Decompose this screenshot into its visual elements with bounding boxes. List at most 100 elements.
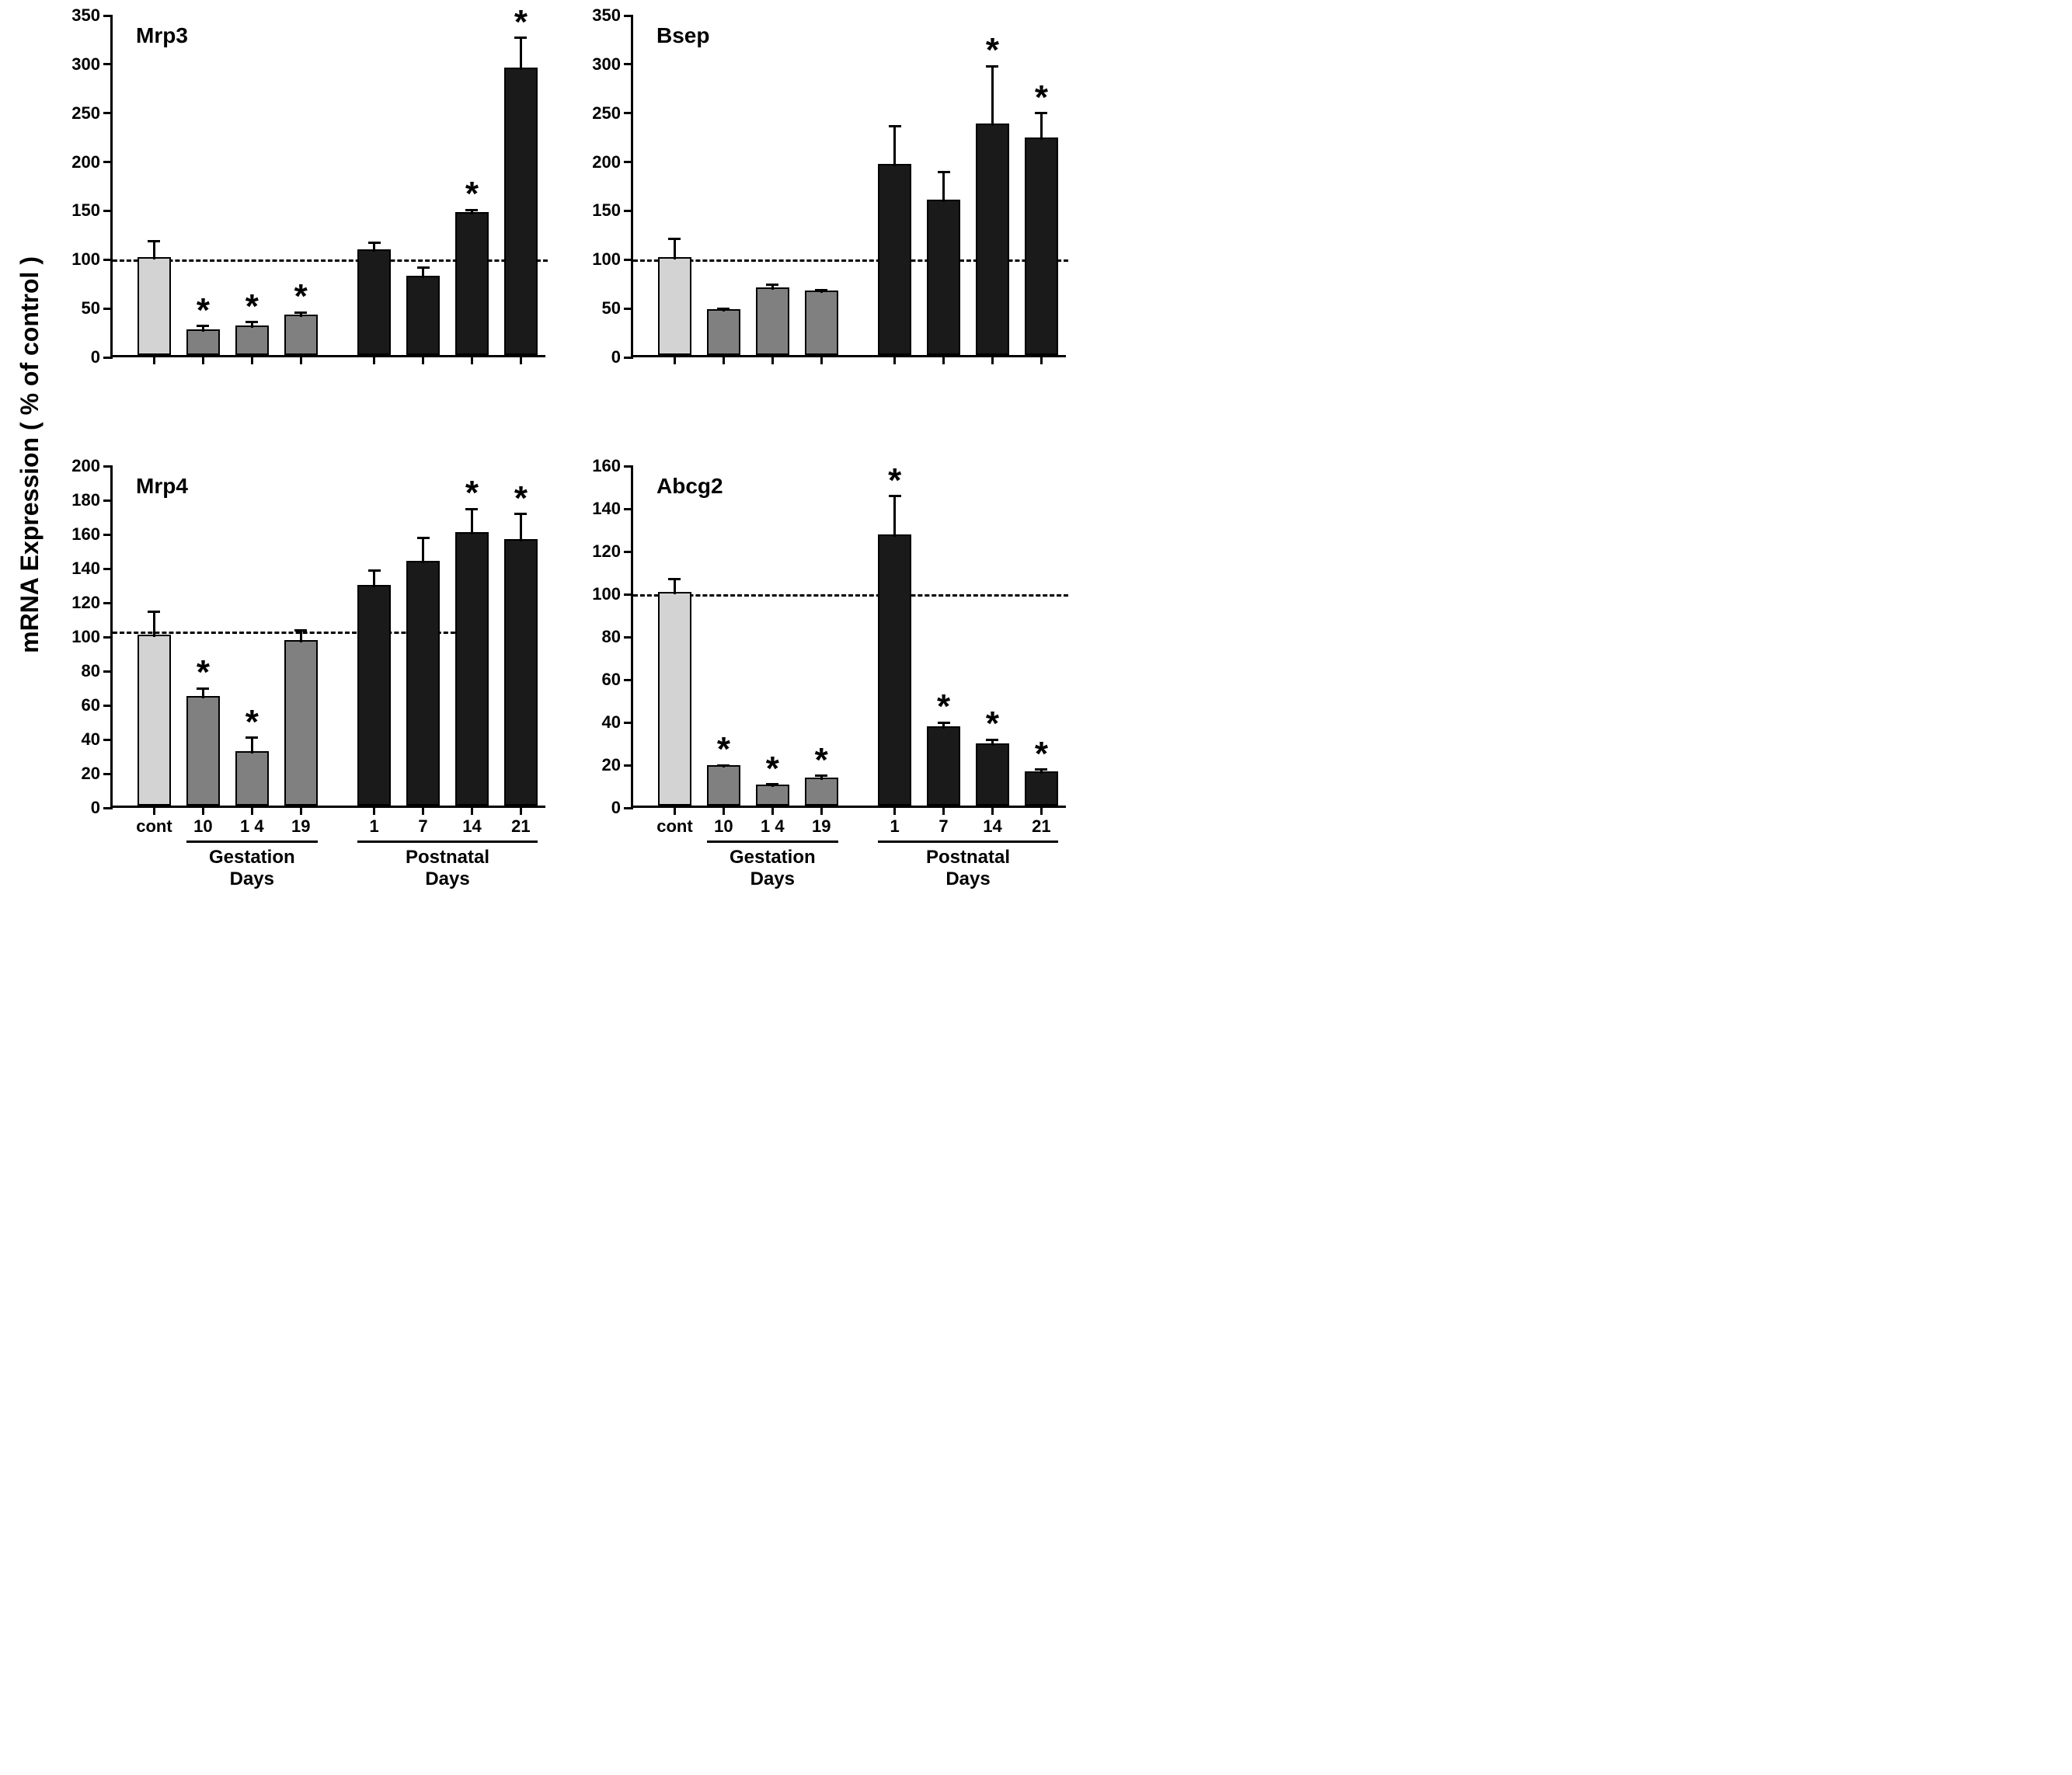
error-bar-cap [148, 240, 160, 242]
panel-title: Abcg2 [656, 474, 723, 499]
y-tick-label: 140 [592, 499, 633, 519]
significance-marker: * [1035, 737, 1048, 771]
x-tick [674, 355, 676, 364]
panels-grid: 050100150200250300350*****Mrp30501001502… [56, 16, 1066, 893]
bar [138, 257, 171, 355]
bar [235, 751, 269, 806]
y-tick-label: 350 [592, 5, 633, 26]
significance-marker: * [888, 464, 901, 498]
x-tick [153, 355, 155, 364]
y-tick-label: 100 [592, 584, 633, 604]
error-bar [373, 570, 375, 587]
y-tick-label: 40 [82, 729, 113, 750]
group-underline [186, 841, 318, 843]
y-tick-label: 0 [611, 347, 633, 367]
bar [186, 696, 220, 806]
significance-marker: * [514, 482, 528, 516]
bar [927, 200, 960, 355]
y-tick-label: 160 [592, 456, 633, 476]
bar [927, 726, 960, 806]
y-tick-label: 20 [602, 755, 633, 775]
x-tick-label: cont [656, 806, 692, 837]
bar [878, 534, 911, 806]
x-tick-label: 7 [418, 806, 427, 837]
y-tick-label: 300 [71, 54, 113, 75]
y-tick-label: 200 [592, 152, 633, 172]
y-tick-label: 0 [611, 798, 633, 818]
group-underline [707, 841, 838, 843]
bar [976, 124, 1009, 355]
significance-marker: * [986, 707, 999, 741]
group-label: PostnatalDays [406, 847, 489, 889]
error-bar-cap [717, 308, 730, 310]
error-bar-cap [668, 578, 681, 580]
bar [707, 309, 740, 355]
x-tick [723, 355, 725, 364]
error-bar [893, 126, 896, 166]
x-tick [471, 355, 473, 364]
significance-marker: * [294, 280, 308, 314]
y-tick-label: 0 [91, 347, 113, 367]
y-tick-label: 100 [71, 249, 113, 270]
significance-marker: * [246, 290, 259, 324]
bar [658, 257, 691, 355]
x-tick-label: 1 [890, 806, 900, 837]
y-tick-label: 80 [602, 627, 633, 647]
error-bar [1040, 113, 1043, 140]
panel-title: Bsep [656, 23, 709, 48]
group-underline [357, 841, 538, 843]
x-tick [991, 355, 994, 364]
bar [455, 532, 489, 806]
bar [1025, 137, 1058, 355]
bar [186, 329, 220, 355]
x-tick [300, 355, 302, 364]
panel-title: Mrp3 [136, 23, 188, 48]
x-tick-label: 21 [511, 806, 530, 837]
bar [1025, 771, 1058, 806]
figure: mRNA Expression ( % of control ) 0501001… [16, 16, 2056, 893]
error-bar-cap [368, 569, 381, 572]
error-bar [942, 172, 945, 202]
x-tick [520, 355, 522, 364]
x-tick-label: 10 [714, 806, 733, 837]
y-tick-label: 300 [592, 54, 633, 75]
significance-marker: * [766, 752, 779, 786]
panel-mrp4: 020406080100120140160180200cont*10*1 419… [56, 466, 545, 893]
chart-area: 050100150200250300350**Bsep [631, 16, 1066, 357]
bar [235, 325, 269, 355]
bar [504, 68, 538, 355]
error-bar [471, 509, 473, 534]
error-bar-cap [668, 238, 681, 240]
error-bar [520, 38, 522, 70]
y-tick-label: 180 [71, 490, 113, 510]
y-tick-label: 0 [91, 798, 113, 818]
x-tick [820, 355, 823, 364]
y-tick-label: 120 [592, 541, 633, 562]
x-tick-label: 1 4 [761, 806, 785, 837]
x-tick-label: 10 [193, 806, 212, 837]
x-tick [771, 355, 774, 364]
group-label: GestationDays [209, 847, 295, 889]
error-bar [300, 630, 302, 642]
error-bar-cap [294, 629, 307, 632]
bar [138, 635, 171, 806]
significance-marker: * [717, 733, 730, 767]
bar [357, 585, 391, 806]
error-bar [373, 243, 375, 252]
x-tick-label: 14 [983, 806, 1001, 837]
y-tick-label: 20 [82, 764, 113, 784]
error-bar [153, 611, 155, 637]
x-tick-label: 19 [291, 806, 310, 837]
x-tick [1040, 355, 1043, 364]
error-bar-cap [889, 125, 901, 127]
error-bar-cap [417, 266, 430, 269]
error-bar [422, 267, 424, 278]
panel-abcg2: 020406080100120140160cont*10*1 4*19*1*7*… [576, 466, 1066, 893]
bar [658, 592, 691, 806]
group-label: GestationDays [730, 847, 816, 889]
significance-marker: * [937, 690, 950, 724]
y-tick-label: 250 [592, 103, 633, 124]
significance-marker: * [465, 177, 479, 211]
x-tick-label: 14 [462, 806, 481, 837]
chart-area: 020406080100120140160cont*10*1 4*19*1*7*… [631, 466, 1066, 808]
